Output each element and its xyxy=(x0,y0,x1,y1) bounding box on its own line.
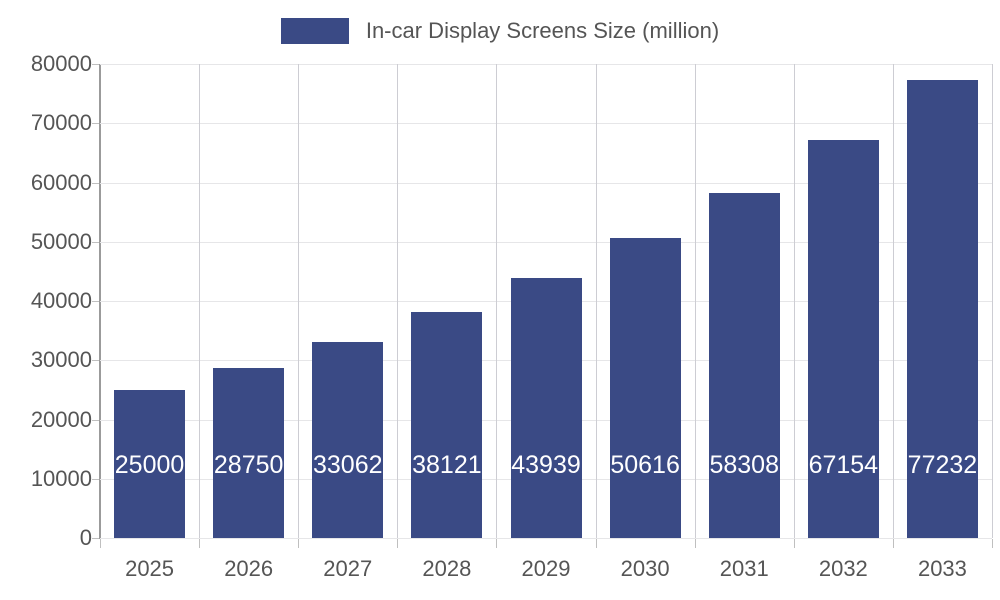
y-axis-tick-mark xyxy=(92,478,100,480)
bar[interactable]: 77232 xyxy=(906,80,978,538)
bar[interactable]: 38121 xyxy=(411,312,483,538)
y-axis-tick-label: 20000 xyxy=(30,406,92,432)
x-axis-tick-mark xyxy=(100,539,101,548)
x-axis-tick-mark xyxy=(496,539,497,548)
bar[interactable]: 43939 xyxy=(510,277,582,538)
y-axis-tick-label: 70000 xyxy=(30,110,92,136)
bar-value-label: 33062 xyxy=(313,450,383,479)
y-axis-tick-mark xyxy=(92,64,100,65)
gridline-vertical xyxy=(596,64,597,538)
gridline-vertical xyxy=(893,64,894,538)
bar-value-label: 25000 xyxy=(114,451,185,479)
y-axis-tick-mark xyxy=(92,538,100,539)
x-axis-tick-mark xyxy=(695,539,696,548)
bar[interactable]: 33062 xyxy=(312,342,384,538)
bar[interactable]: 58308 xyxy=(708,192,780,538)
gridline-vertical xyxy=(695,64,696,538)
gridline-horizontal xyxy=(100,123,992,125)
y-axis-tick-label: 80000 xyxy=(30,51,92,76)
bar-value-label: 67154 xyxy=(808,450,879,479)
bar[interactable]: 28750 xyxy=(213,367,285,538)
y-axis-tick-labels: 0 10000 20000 30000 40000 50000 60000 70000 8000… xyxy=(0,0,100,600)
x-axis-tick-label: 2029 xyxy=(521,556,571,581)
y-axis-tick-label: 50000 xyxy=(30,228,92,254)
gridline-vertical xyxy=(992,64,993,538)
plot-area: 25000 28750 33062 38121 43939 50616 58308 67154… xyxy=(100,64,993,539)
x-axis-tick-label: 2033 xyxy=(917,556,967,581)
x-axis-tick-label: 2027 xyxy=(323,556,373,581)
bar-value-label: 77232 xyxy=(907,450,978,479)
x-axis-tick-mark xyxy=(992,539,993,548)
x-axis-tick-mark xyxy=(596,539,597,548)
gridline-vertical xyxy=(397,64,398,538)
gridline-horizontal xyxy=(100,182,992,184)
bar-value-label: 28750 xyxy=(213,451,284,479)
x-axis-tick-mark xyxy=(199,539,200,548)
x-axis-tick-label: 2025 xyxy=(125,556,175,581)
bar-value-label: 43939 xyxy=(511,450,581,479)
x-axis-tick-label: 2030 xyxy=(620,556,670,581)
gridline-horizontal xyxy=(100,538,992,539)
y-axis-tick-mark xyxy=(92,419,100,421)
gridline-horizontal xyxy=(100,241,992,243)
legend-swatch-icon xyxy=(280,18,349,44)
gridline-vertical xyxy=(298,64,299,538)
bar[interactable]: 67154 xyxy=(807,140,879,538)
y-axis-tick-label: 30000 xyxy=(30,347,92,373)
gridline-vertical xyxy=(496,64,497,538)
y-axis-tick-mark xyxy=(92,123,100,125)
legend-label-series-1: In-car Display Screens Size (million) xyxy=(365,18,720,43)
y-axis-tick-mark xyxy=(92,182,100,184)
x-axis-tick-mark xyxy=(397,539,398,548)
bar-value-label: 38121 xyxy=(412,450,482,479)
y-axis-tick-label: 10000 xyxy=(30,465,92,491)
gridline-horizontal xyxy=(100,64,992,65)
x-axis-tick-label: 2026 xyxy=(224,556,274,581)
x-axis-tick-label: 2032 xyxy=(818,556,868,581)
x-axis-tick-label: 2028 xyxy=(422,556,472,581)
y-axis-tick-label: 40000 xyxy=(30,288,92,313)
x-axis-tick-mark xyxy=(893,539,894,548)
gridline-vertical xyxy=(199,64,200,538)
y-axis-tick-mark xyxy=(92,301,100,302)
legend-item-series-1[interactable]: In-car Display Screens Size (million) xyxy=(280,18,720,44)
y-axis-tick-label: 0 xyxy=(79,525,92,550)
y-axis-tick-mark xyxy=(92,360,100,362)
y-axis-tick-label: 60000 xyxy=(30,169,92,195)
x-axis-tick-label: 2031 xyxy=(719,556,769,581)
bar-value-label: 50616 xyxy=(610,450,680,479)
bar-value-label: 58308 xyxy=(709,450,779,479)
x-axis-tick-mark xyxy=(298,539,299,548)
chart-legend: In-car Display Screens Size (million) xyxy=(0,10,1000,52)
x-axis-tick-mark xyxy=(794,539,795,548)
bar[interactable]: 25000 xyxy=(114,389,186,538)
gridline-vertical xyxy=(794,64,795,538)
y-axis-tick-mark xyxy=(92,241,100,243)
bar[interactable]: 50616 xyxy=(609,238,681,538)
